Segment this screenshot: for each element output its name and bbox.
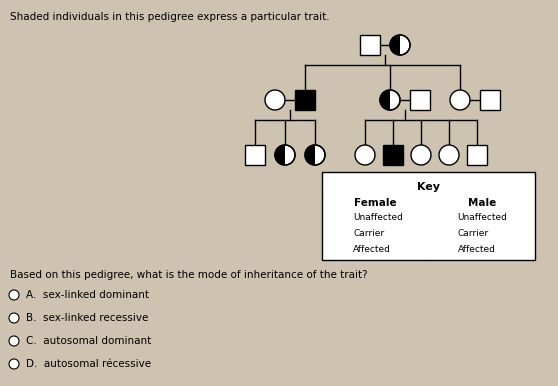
Text: Male: Male [468, 198, 496, 208]
Text: Unaffected: Unaffected [458, 213, 507, 222]
Circle shape [9, 336, 19, 346]
Circle shape [439, 145, 459, 165]
Text: Shaded individuals in this pedigree express a particular trait.: Shaded individuals in this pedigree expr… [10, 12, 330, 22]
Bar [383, 145, 403, 165]
Circle shape [9, 290, 19, 300]
Circle shape [411, 145, 431, 165]
Circle shape [9, 313, 19, 323]
Circle shape [390, 35, 410, 55]
Bar [440, 227, 454, 241]
Bar [410, 90, 430, 110]
Text: C.  autosomal dominant: C. autosomal dominant [26, 336, 151, 346]
Bar [245, 145, 265, 165]
Wedge shape [275, 145, 285, 165]
Wedge shape [305, 145, 315, 165]
Circle shape [305, 145, 325, 165]
Circle shape [265, 90, 285, 110]
Text: A.  sex-linked dominant: A. sex-linked dominant [26, 290, 149, 300]
Circle shape [380, 90, 400, 110]
Bar [440, 227, 446, 241]
Circle shape [335, 243, 349, 257]
Bar [440, 211, 454, 225]
Bar [360, 35, 380, 55]
Text: Affected: Affected [458, 245, 496, 254]
Text: B.  sex-linked recessive: B. sex-linked recessive [26, 313, 148, 323]
Text: D.  autosomal récessive: D. autosomal récessive [26, 359, 151, 369]
Text: Carrier: Carrier [458, 230, 489, 239]
Bar [440, 227, 454, 241]
Circle shape [355, 145, 375, 165]
Text: Affected: Affected [353, 245, 391, 254]
Bar [322, 172, 535, 260]
Wedge shape [380, 90, 390, 110]
Wedge shape [390, 35, 400, 55]
Circle shape [335, 227, 349, 241]
Bar [295, 90, 315, 110]
Bar [440, 243, 454, 257]
Text: Key: Key [417, 182, 440, 192]
Circle shape [9, 359, 19, 369]
Bar [467, 145, 487, 165]
Text: Based on this pedigree, what is the mode of inheritance of the trait?: Based on this pedigree, what is the mode… [10, 270, 368, 280]
Text: Unaffected: Unaffected [353, 213, 403, 222]
Circle shape [450, 90, 470, 110]
Wedge shape [335, 227, 342, 241]
Circle shape [335, 211, 349, 225]
Bar [480, 90, 500, 110]
Circle shape [275, 145, 295, 165]
Text: Female: Female [354, 198, 397, 208]
Text: Carrier: Carrier [353, 230, 384, 239]
